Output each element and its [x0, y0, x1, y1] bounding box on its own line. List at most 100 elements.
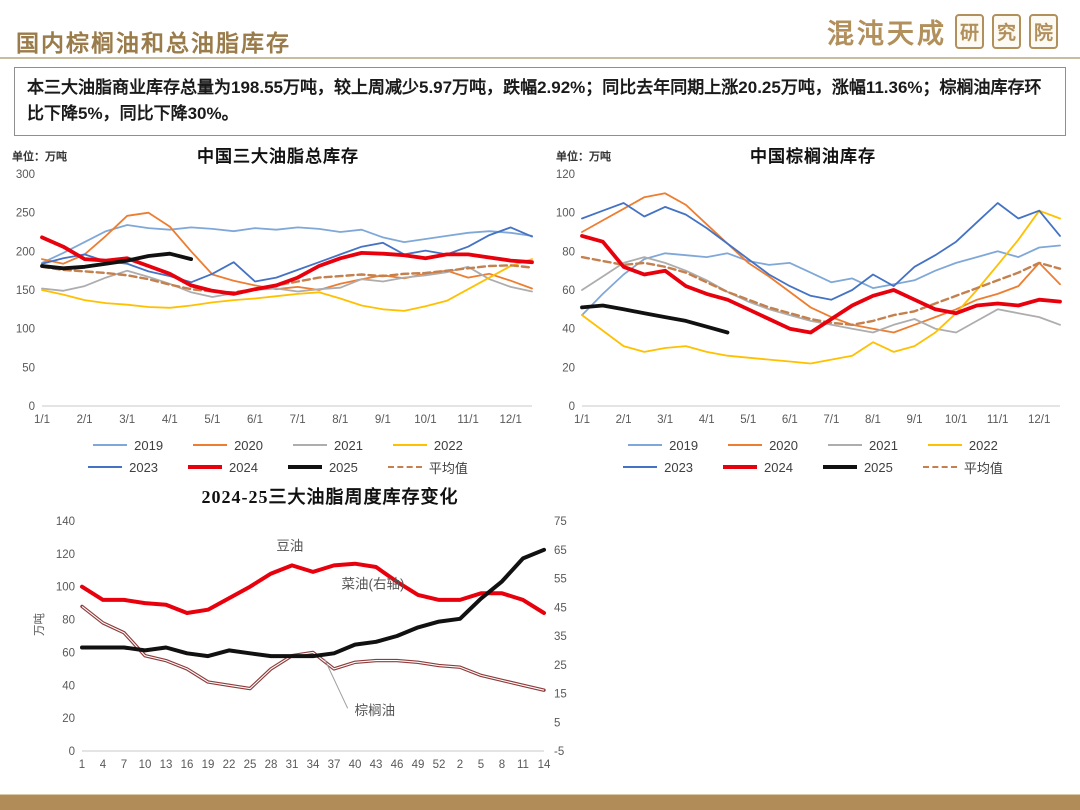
company-logo: 混沌天成 研 究 院	[827, 12, 1058, 51]
y-axis-title: 万吨	[33, 612, 46, 635]
x-axis-tick-label: 1	[79, 759, 85, 771]
annotation-leader-line	[324, 658, 349, 709]
series-line-2019	[41, 223, 533, 264]
series-line-菜油(右轴)	[80, 547, 546, 658]
legend-item-平均值: 平均值	[922, 458, 1003, 477]
legend-swatch	[392, 444, 427, 447]
x-axis-tick-label: 7	[121, 759, 127, 771]
x-axis-tick-label: 5/1	[740, 414, 756, 426]
y-axis-tick-label: 100	[556, 207, 575, 219]
legend-swatch	[927, 444, 962, 447]
x-axis-tick-label: 5/1	[204, 414, 220, 426]
x-axis-tick-label: 34	[307, 759, 320, 771]
x-axis-tick-label: 1/1	[34, 414, 50, 426]
annotation-label: 菜油(右轴)	[342, 576, 405, 591]
y-axis-tick-label: 60	[62, 647, 75, 659]
x-axis-tick-label: 2	[457, 759, 463, 771]
legend-item-2019: 2019	[93, 438, 163, 453]
x-axis-tick-label: 7/1	[823, 414, 839, 426]
x-axis-tick-label: 25	[244, 759, 257, 771]
legend-label: 2024	[764, 459, 793, 475]
legend-item-2019: 2019	[628, 438, 698, 453]
annotation-label: 棕榈油	[355, 703, 396, 718]
legend-swatch	[387, 466, 422, 469]
legend-item-2025: 2025	[287, 458, 358, 477]
summary-box: 本三大油脂商业库存总量为198.55万吨，较上周减少5.97万吨，跌幅2.92%…	[14, 67, 1066, 136]
legend-item-2021: 2021	[828, 438, 898, 453]
x-axis-tick-label: 10	[139, 759, 152, 771]
legend-item-2023: 2023	[623, 458, 693, 477]
y-axis-tick-label: 20	[62, 713, 75, 725]
series-line-2025	[40, 251, 194, 270]
x-axis-tick-label: 46	[391, 759, 404, 771]
x-axis-tick-label: 11/1	[987, 414, 1009, 426]
x-axis-tick-label: 22	[223, 759, 236, 771]
y-axis-tick-label: 120	[556, 169, 575, 181]
chart-head: 单位：万吨 中国三大油脂总库存	[6, 142, 550, 168]
legend-item-2020: 2020	[728, 438, 798, 453]
legend-label: 2023	[664, 459, 694, 475]
legend-swatch	[287, 465, 322, 470]
legend-label: 2025	[863, 459, 893, 475]
legend-label: 平均值	[963, 460, 1003, 476]
y-axis-tick-label: 100	[56, 581, 75, 593]
header-divider	[0, 57, 1080, 59]
legend-label: 2020	[769, 437, 798, 453]
x-axis-tick-label: 9/1	[907, 414, 923, 426]
y-axis-tick-label: 50	[22, 362, 35, 374]
legend-swatch	[822, 465, 857, 470]
y-axis-right-tick-label: 75	[554, 516, 567, 528]
x-axis-tick-label: 8/1	[332, 414, 348, 426]
legend-label: 2022	[968, 437, 998, 453]
y-axis-tick-label: 80	[62, 614, 75, 626]
legend-total: 2019 2020 2021 2022 2023 2024 2025 平均值	[6, 438, 550, 477]
legend-label: 2022	[433, 437, 463, 453]
series-line-平均值	[580, 255, 1062, 326]
series-line-2021	[581, 255, 1061, 334]
legend-swatch	[88, 466, 123, 469]
y-axis-right-tick-label: 15	[554, 688, 567, 700]
x-axis-tick-label: 11/1	[457, 414, 479, 426]
legend-swatch	[922, 466, 957, 469]
x-axis-tick-label: 49	[412, 759, 425, 771]
y-axis-tick-label: 60	[562, 285, 575, 297]
chart-title: 2024-25三大油脂周度库存变化	[201, 486, 459, 507]
x-axis-tick-label: 37	[328, 759, 341, 771]
series-line-2022	[41, 257, 533, 312]
x-axis-tick-label: 8/1	[865, 414, 881, 426]
page-title: 国内棕榈油和总油脂库存	[16, 31, 291, 56]
y-axis-right-tick-label: 35	[554, 631, 567, 643]
x-axis-tick-label: 2/1	[616, 414, 632, 426]
y-axis-tick-label: 80	[562, 246, 575, 258]
series-line-2019	[581, 244, 1061, 316]
legend-swatch	[93, 444, 128, 447]
legend-palm: 2019 2020 2021 2022 2023 2024 2025 平均值	[550, 438, 1076, 477]
legend-item-2024: 2024	[723, 458, 793, 477]
x-axis-tick-label: 4/1	[162, 414, 178, 426]
legend-label: 2021	[869, 437, 898, 453]
x-axis-tick-label: 12/1	[1028, 414, 1050, 426]
y-axis-right-tick-label: 45	[554, 602, 567, 614]
unit-label: 单位：万吨	[556, 150, 611, 163]
legend-label: 2025	[328, 459, 358, 475]
legend-label: 2024	[229, 459, 258, 475]
legend-row: 2019 2020 2021 2022	[628, 438, 998, 453]
y-axis-tick-label: 120	[56, 549, 75, 561]
y-axis-tick-label: 300	[16, 169, 35, 181]
unit-label: 单位：万吨	[12, 150, 67, 163]
x-axis-tick-label: 43	[370, 759, 383, 771]
header: 国内棕榈油和总油脂库存 混沌天成 研 究 院	[0, 0, 1080, 59]
palm-oil-line-chart: 120 100 80 60 40 20 01/1 2/1 3/1 4/1 5/1 6/1 7/1 8/1 9…	[556, 169, 1062, 426]
annotation-label: 豆油	[276, 538, 303, 553]
series-line-2022	[581, 209, 1061, 365]
x-axis-tick-label: 40	[349, 759, 362, 771]
x-axis-tick-label: 13	[160, 759, 173, 771]
x-axis-tick-label: 3/1	[119, 414, 135, 426]
y-axis-tick-label: 0	[69, 746, 75, 758]
x-axis-tick-label: 5	[478, 759, 484, 771]
x-axis-tick-label: 3/1	[657, 414, 673, 426]
x-axis-tick-label: 12/1	[500, 414, 522, 426]
y-axis-right-tick-label: -5	[554, 746, 564, 758]
series-line-inner-棕榈油	[81, 605, 545, 691]
y-axis-tick-label: 100	[16, 323, 35, 335]
